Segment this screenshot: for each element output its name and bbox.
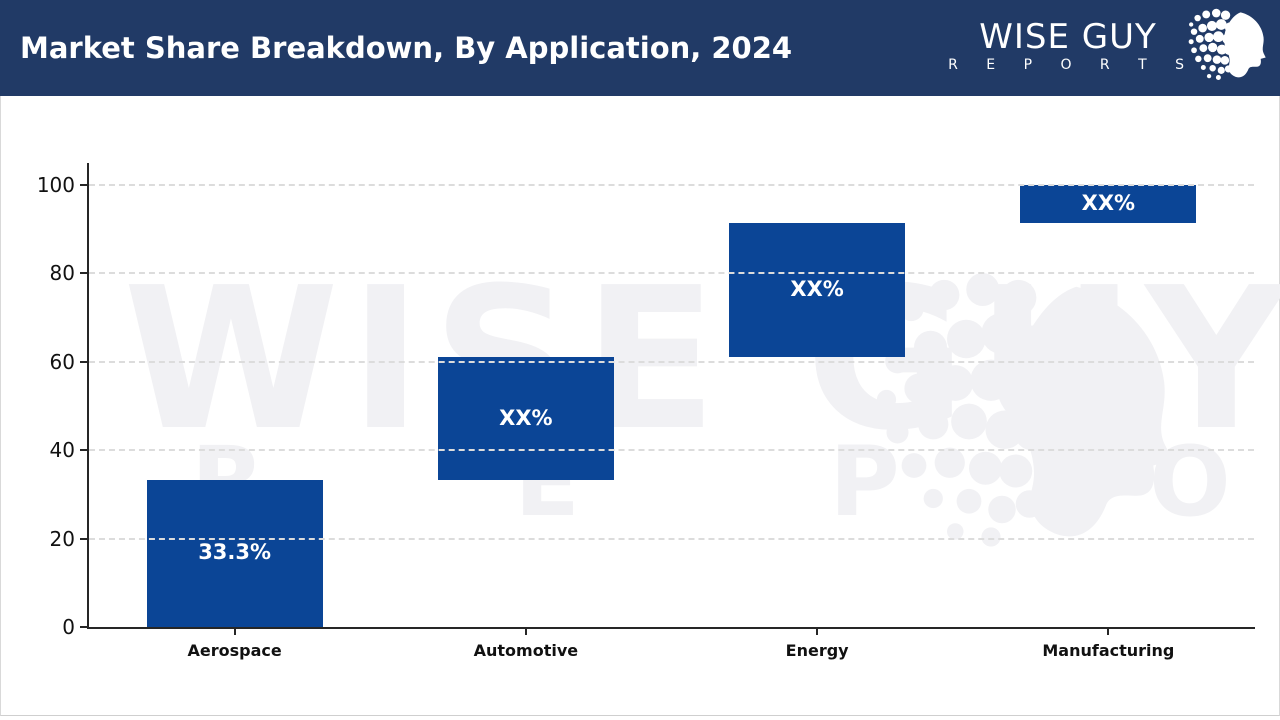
bar-automotive bbox=[437, 357, 614, 480]
x-tick-label-automotive: Automotive bbox=[473, 641, 579, 660]
bar-aerospace bbox=[146, 479, 323, 627]
y-tick-label: 60 bbox=[49, 349, 75, 374]
wiseguy-logo-wordmark: WISE GUY bbox=[979, 17, 1157, 57]
y-tick-label: 80 bbox=[49, 261, 75, 286]
watermark-face-icon bbox=[876, 273, 1173, 547]
bar-value-label: XX% bbox=[790, 277, 844, 302]
bar-value-label: XX% bbox=[1081, 190, 1136, 215]
y-tick-label: 100 bbox=[36, 173, 75, 198]
page-title: Market Share Breakdown, By Application, … bbox=[20, 31, 793, 65]
wiseguy-face-icon bbox=[1188, 8, 1266, 81]
y-axis bbox=[87, 163, 89, 627]
gridline-40 bbox=[89, 449, 1254, 452]
bar-value-label: XX% bbox=[499, 405, 553, 430]
y-tick-label: 20 bbox=[49, 526, 75, 551]
y-tick bbox=[80, 360, 87, 363]
y-tick bbox=[80, 626, 87, 628]
x-tick-label-energy: Energy bbox=[785, 641, 849, 660]
y-tick-label: 0 bbox=[62, 615, 75, 639]
bar-energy bbox=[729, 222, 906, 358]
bar-value-label: 33.3% bbox=[198, 540, 272, 565]
wiseguy-logo-subtitle: R E P O R T S bbox=[948, 57, 1196, 73]
y-tick bbox=[80, 272, 87, 275]
x-tick-label-manufacturing: Manufacturing bbox=[1042, 641, 1175, 660]
x-tick bbox=[1107, 629, 1110, 635]
y-tick bbox=[80, 537, 87, 540]
x-tick bbox=[816, 629, 819, 635]
wiseguy-logo-text: WISE GUY R E P O R T S bbox=[940, 20, 1196, 72]
gridline-80 bbox=[89, 272, 1254, 275]
y-tick bbox=[80, 184, 87, 187]
bar-manufacturing bbox=[1020, 185, 1197, 223]
x-tick bbox=[233, 629, 236, 635]
gridline-20 bbox=[89, 537, 1254, 540]
x-tick bbox=[524, 629, 527, 635]
header-bar: Market Share Breakdown, By Application, … bbox=[0, 0, 1280, 96]
gridline-100 bbox=[89, 184, 1254, 187]
x-tick-label-aerospace: Aerospace bbox=[187, 641, 282, 660]
y-tick-label: 40 bbox=[49, 438, 75, 463]
wiseguy-logo: WISE GUY R E P O R T S bbox=[940, 8, 1270, 84]
y-tick bbox=[80, 449, 87, 452]
chart-area: WISE GUY R E P O R T S 33.3%XX%XX%XX% 02… bbox=[0, 96, 1280, 716]
gridline-60 bbox=[89, 360, 1254, 363]
x-axis bbox=[87, 627, 1255, 629]
